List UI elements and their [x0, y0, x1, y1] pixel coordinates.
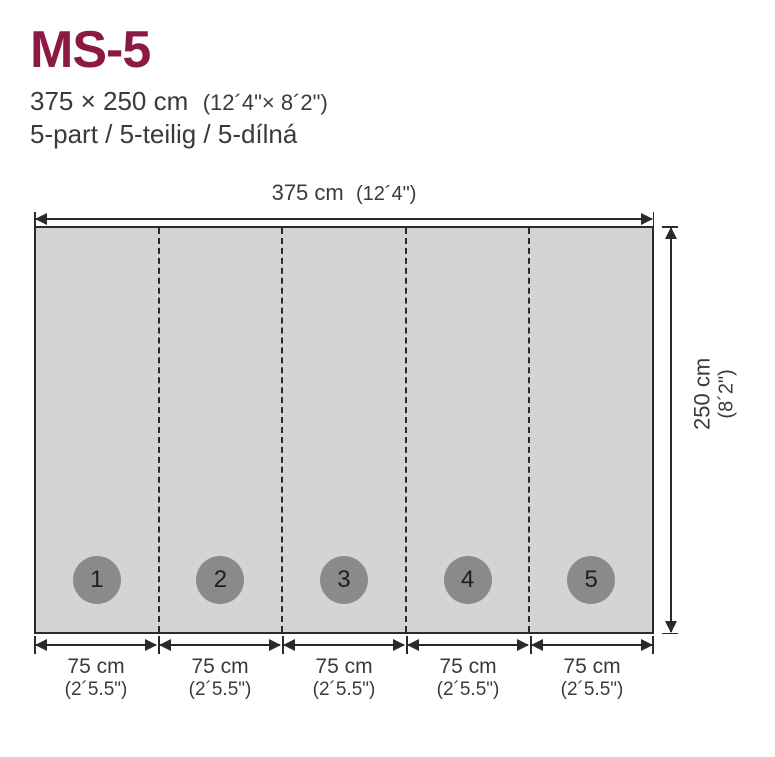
panel-width-label: 75 cm (2´5.5"): [406, 654, 530, 702]
panel-width-imperial: (2´5.5"): [158, 679, 282, 702]
panel-width-imperial: (2´5.5"): [530, 679, 654, 702]
panel-width-imperial: (2´5.5"): [282, 679, 406, 702]
dimensions-metric: 375 × 250 cm: [30, 86, 188, 116]
panel-width-imperial: (2´5.5"): [34, 679, 158, 702]
panel: 4: [407, 228, 531, 632]
product-spec-container: MS-5 375 × 250 cm (12´4"× 8´2") 5-part /…: [0, 0, 775, 757]
panel-number-badge: 2: [196, 556, 244, 604]
panel-width-label: 75 cm (2´5.5"): [282, 654, 406, 702]
tick-icon: [652, 636, 654, 654]
panel: 3: [283, 228, 407, 632]
panel-width-label: 75 cm (2´5.5"): [530, 654, 654, 702]
panel-width-metric: 75 cm: [67, 655, 124, 678]
top-arrow: [34, 212, 654, 226]
panel-number-badge: 4: [444, 556, 492, 604]
arrow-h-icon: [408, 644, 528, 646]
arrow-h-icon: [160, 644, 280, 646]
panel: 5: [530, 228, 652, 632]
panel-width-label: 75 cm (2´5.5"): [158, 654, 282, 702]
panel-width-metric: 75 cm: [315, 655, 372, 678]
panel-width-metric: 75 cm: [191, 655, 248, 678]
right-dimension-label: 250 cm (8´2"): [690, 358, 739, 430]
parts-line: 5-part / 5-teilig / 5-dílná: [30, 119, 745, 150]
panel: 1: [36, 228, 160, 632]
tick-icon: [653, 212, 655, 226]
dimensions-line: 375 × 250 cm (12´4"× 8´2"): [30, 86, 745, 117]
arrow-v-icon: [670, 228, 672, 632]
top-dim-metric: 375 cm: [272, 180, 344, 205]
panel: 2: [160, 228, 284, 632]
panel-width-metric: 75 cm: [439, 655, 496, 678]
panel-number-badge: 5: [567, 556, 615, 604]
arrow-h-icon: [284, 644, 404, 646]
dimensions-imperial: (12´4"× 8´2"): [203, 90, 328, 115]
product-title: MS-5: [30, 20, 745, 80]
panel-number-badge: 3: [320, 556, 368, 604]
dimension-diagram: 375 cm (12´4") 1 2 3 4: [34, 180, 745, 702]
bottom-dimension-labels: 75 cm (2´5.5") 75 cm (2´5.5") 75 cm (2´5…: [34, 654, 654, 702]
right-dim-metric: 250 cm: [690, 358, 715, 430]
right-dim-imperial: (8´2"): [716, 358, 739, 430]
bottom-arrows: [34, 636, 654, 654]
arrow-h-icon: [532, 644, 652, 646]
panel-grid: 1 2 3 4 5: [34, 226, 654, 634]
panel-width-imperial: (2´5.5"): [406, 679, 530, 702]
arrow-h-icon: [36, 218, 652, 220]
panel-number-badge: 1: [73, 556, 121, 604]
arrow-h-icon: [36, 644, 156, 646]
top-dimension-label: 375 cm (12´4"): [34, 180, 654, 206]
tick-icon: [662, 633, 678, 635]
panel-width-metric: 75 cm: [563, 655, 620, 678]
top-dim-imperial: (12´4"): [356, 183, 416, 205]
panel-width-label: 75 cm (2´5.5"): [34, 654, 158, 702]
right-dimension: 250 cm (8´2"): [658, 226, 738, 634]
